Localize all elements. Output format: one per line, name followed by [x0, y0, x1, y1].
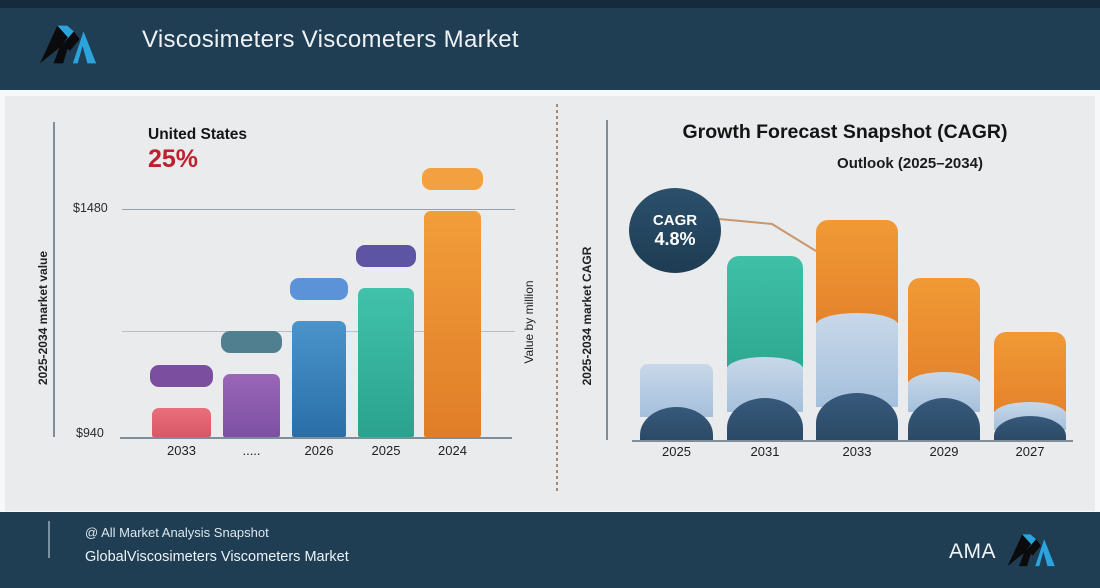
left-bar-2033 [152, 408, 211, 437]
right-bar-2033-seg-0 [816, 393, 898, 440]
value-axis-note: Value by million [522, 280, 536, 364]
left-bar-cap-..... [221, 331, 282, 353]
cagr-badge-label: CAGR [652, 211, 698, 229]
left-y-axis-line [53, 122, 55, 437]
footer-credit: @ All Market Analysis Snapshot [85, 525, 269, 540]
right-bar-2029-seg-2 [908, 278, 980, 382]
left-x-tick-2033: 2033 [167, 443, 196, 458]
right-chart-subtitle: Outlook (2025–2034) [837, 155, 983, 172]
left-bar-2025 [358, 288, 414, 437]
header-bar: Viscosimeters Viscometers Market [0, 0, 1100, 90]
footer-separator-line [48, 521, 50, 558]
left-bar-2024 [424, 211, 481, 437]
cagr-badge: CAGR 4.8% [629, 188, 721, 273]
footer-bar: @ All Market Analysis Snapshot GlobalVis… [0, 512, 1100, 588]
ama-logo-icon-footer [1006, 528, 1058, 575]
right-x-axis-line [632, 440, 1073, 442]
left-bar-cap-2024 [422, 168, 483, 190]
left-chart-highlight-value: 25% [148, 145, 199, 173]
right-bar-2033-seg-1 [816, 313, 898, 407]
right-x-tick-2027: 2027 [1015, 444, 1045, 459]
ama-logo-icon [38, 18, 100, 73]
left-bar-cap-2026 [290, 278, 348, 300]
gridline-1480 [122, 209, 515, 210]
right-x-tick-2025: 2025 [662, 444, 691, 459]
right-x-tick-2029: 2029 [929, 444, 959, 459]
right-y-axis-line [606, 120, 608, 440]
left-bar-..... [223, 374, 280, 437]
section-divider-dotted [556, 104, 558, 492]
left-bar-cap-2033 [150, 365, 213, 387]
right-bar-2027-seg-2 [994, 332, 1066, 412]
left-x-tick-.....: ..... [242, 443, 261, 458]
right-chart-title: Growth Forecast Snapshot (CAGR) [682, 121, 1008, 143]
footer-brand: AMA [949, 528, 1058, 575]
left-y-tick-940: $940 [76, 426, 104, 440]
right-bar-2031-seg-0 [727, 398, 803, 440]
right-y-axis-label: 2025-2034 market CAGR [580, 246, 594, 386]
left-y-axis-label: 2025-2034 market value [36, 250, 50, 386]
left-y-tick-1480: $1480 [73, 201, 108, 215]
right-x-tick-2033: 2033 [842, 444, 872, 459]
right-bar-2029-seg-0 [908, 398, 980, 440]
left-x-axis-line [120, 437, 512, 439]
cagr-badge-value: 4.8% [654, 228, 696, 249]
left-bar-2026 [292, 321, 346, 437]
page-title: Viscosimeters Viscometers Market [142, 26, 519, 53]
right-bar-2033-seg-2 [816, 220, 898, 323]
left-chart-title: United States [148, 126, 248, 143]
footer-source: GlobalViscosimeters Viscometers Market [85, 549, 349, 565]
right-x-tick-2031: 2031 [750, 444, 780, 459]
left-bar-cap-2025 [356, 245, 416, 267]
footer-brand-text: AMA [948, 539, 996, 563]
right-bar-2031-seg-2 [727, 256, 803, 367]
left-x-tick-2026: 2026 [304, 443, 334, 458]
left-x-tick-2025: 2025 [371, 443, 401, 458]
header-top-strip [0, 0, 1100, 8]
left-x-tick-2024: 2024 [438, 443, 467, 458]
